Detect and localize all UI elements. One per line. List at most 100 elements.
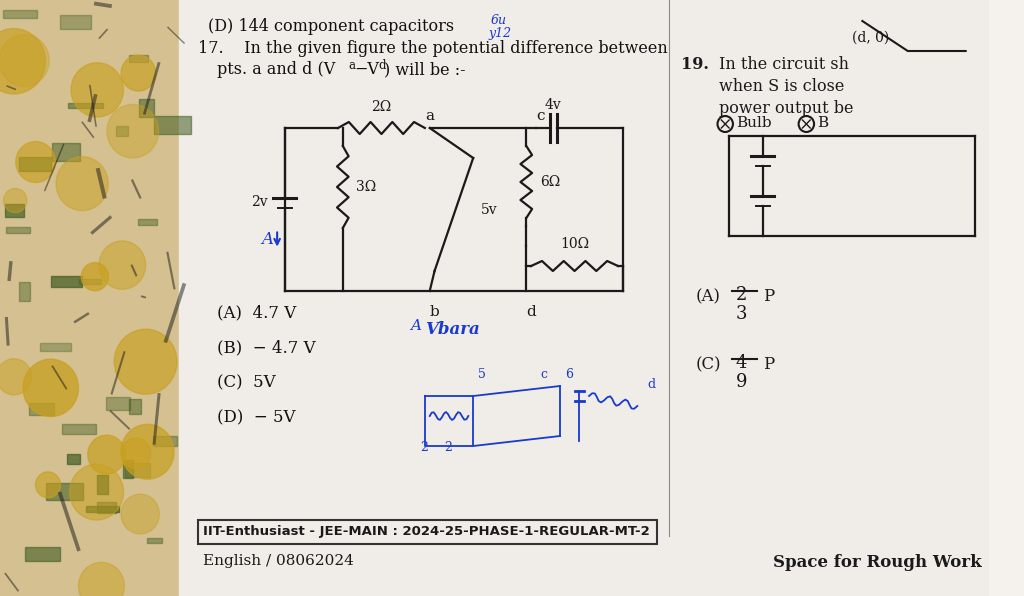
Text: 6: 6 xyxy=(565,368,572,381)
Bar xyxy=(5,204,24,217)
Text: 5: 5 xyxy=(478,368,485,381)
Bar xyxy=(79,279,100,284)
Text: 3Ω: 3Ω xyxy=(356,180,377,194)
Circle shape xyxy=(56,157,109,210)
Circle shape xyxy=(0,35,49,86)
Text: 4v: 4v xyxy=(545,98,562,112)
Bar xyxy=(123,460,133,477)
Text: English / 08062024: English / 08062024 xyxy=(203,554,353,568)
Text: P: P xyxy=(763,356,774,373)
Circle shape xyxy=(70,464,124,520)
Circle shape xyxy=(121,424,174,479)
Bar xyxy=(3,10,37,18)
Text: B: B xyxy=(817,116,828,130)
Bar xyxy=(52,143,80,161)
Text: (C): (C) xyxy=(695,356,721,373)
Bar xyxy=(198,520,656,544)
Circle shape xyxy=(15,141,55,182)
Text: 19.: 19. xyxy=(681,56,709,73)
Bar xyxy=(86,506,120,512)
Text: 9: 9 xyxy=(736,373,748,391)
Text: (C)  5V: (C) 5V xyxy=(217,374,275,392)
Bar xyxy=(154,436,177,446)
Bar xyxy=(105,397,130,410)
Circle shape xyxy=(3,188,27,213)
Text: Vbara: Vbara xyxy=(425,321,479,339)
Circle shape xyxy=(71,63,124,117)
Text: c: c xyxy=(541,368,548,381)
Text: when S is close: when S is close xyxy=(720,78,845,95)
Bar xyxy=(137,219,157,225)
Text: P: P xyxy=(763,288,774,305)
Circle shape xyxy=(0,29,45,94)
Bar xyxy=(129,399,141,414)
Text: 17.    In the given figure the potential difference between: 17. In the given figure the potential di… xyxy=(198,40,668,57)
Text: ) will be :-: ) will be :- xyxy=(384,61,466,78)
Text: b: b xyxy=(430,305,439,319)
Bar xyxy=(125,463,150,477)
Bar xyxy=(25,547,59,561)
Text: (A): (A) xyxy=(695,288,720,305)
Text: 2Ω: 2Ω xyxy=(372,100,391,114)
Circle shape xyxy=(88,435,125,474)
Text: (D)  − 5V: (D) − 5V xyxy=(217,409,296,427)
Bar xyxy=(30,403,54,415)
Circle shape xyxy=(23,359,79,417)
Text: Bulb: Bulb xyxy=(736,116,771,130)
Text: 5v: 5v xyxy=(481,203,498,216)
Bar xyxy=(51,277,82,287)
Text: 10Ω: 10Ω xyxy=(560,237,589,251)
Circle shape xyxy=(79,563,124,596)
Circle shape xyxy=(99,241,145,289)
Bar xyxy=(19,157,51,171)
Bar xyxy=(97,475,109,494)
Text: 4: 4 xyxy=(736,354,748,372)
Text: Space for Rough Work: Space for Rough Work xyxy=(772,554,981,571)
Circle shape xyxy=(121,438,151,468)
Text: d: d xyxy=(379,59,386,72)
Text: (D) 144 component capacitors: (D) 144 component capacitors xyxy=(208,18,454,35)
Text: 2: 2 xyxy=(444,441,452,454)
Text: In the circuit sh: In the circuit sh xyxy=(720,56,850,73)
Circle shape xyxy=(121,55,156,91)
Bar xyxy=(61,424,95,434)
Bar xyxy=(68,103,102,108)
Text: (B)  − 4.7 V: (B) − 4.7 V xyxy=(217,340,315,356)
Bar xyxy=(155,116,191,134)
Bar xyxy=(6,227,30,232)
Bar xyxy=(40,343,72,352)
Text: d: d xyxy=(647,378,655,391)
Bar xyxy=(0,0,178,596)
Text: c: c xyxy=(537,109,545,123)
Text: IIT-Enthusiast - JEE-MAIN : 2024-25-PHASE-1-REGULAR-MT-2: IIT-Enthusiast - JEE-MAIN : 2024-25-PHAS… xyxy=(204,526,650,539)
Text: 6u: 6u xyxy=(490,14,507,27)
Circle shape xyxy=(36,472,60,498)
Circle shape xyxy=(81,263,109,291)
Text: pts. a and d (V: pts. a and d (V xyxy=(217,61,336,78)
Text: 2: 2 xyxy=(420,441,428,454)
Text: (A)  4.7 V: (A) 4.7 V xyxy=(217,305,297,321)
Text: power output be: power output be xyxy=(720,100,854,117)
Bar xyxy=(97,502,116,513)
Bar xyxy=(59,15,90,29)
Bar xyxy=(116,126,128,136)
Text: a: a xyxy=(425,109,434,123)
Text: 2: 2 xyxy=(736,286,748,304)
Text: −V: −V xyxy=(354,61,379,78)
Bar xyxy=(178,0,989,596)
Text: 3: 3 xyxy=(736,305,748,323)
Bar xyxy=(129,55,147,62)
Text: 2v: 2v xyxy=(251,194,267,209)
Text: y12: y12 xyxy=(488,27,512,40)
Bar xyxy=(19,283,30,301)
Bar xyxy=(146,538,162,544)
Text: A: A xyxy=(410,319,421,333)
Bar xyxy=(67,454,80,464)
Circle shape xyxy=(0,359,32,395)
Text: d: d xyxy=(526,305,536,319)
Text: (d, 0): (d, 0) xyxy=(852,31,889,45)
Text: 6Ω: 6Ω xyxy=(540,175,560,189)
Circle shape xyxy=(106,104,159,158)
Bar xyxy=(139,98,154,117)
Bar xyxy=(46,483,83,500)
